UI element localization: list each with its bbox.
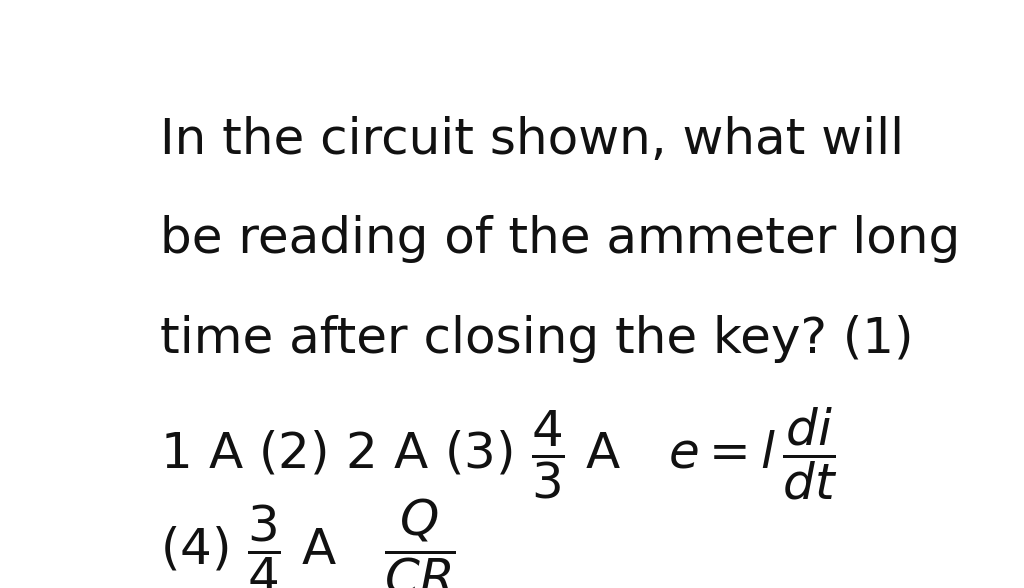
Text: $\mathsf{(4)\ }$$\dfrac{3}{4}$$\mathsf{\ A}\quad$$\dfrac{Q}{CR}$: $\mathsf{(4)\ }$$\dfrac{3}{4}$$\mathsf{\… xyxy=(160,496,456,588)
Text: time after closing the key? (1): time after closing the key? (1) xyxy=(160,315,913,363)
Text: In the circuit shown, what will: In the circuit shown, what will xyxy=(160,116,904,164)
Text: be reading of the ammeter long: be reading of the ammeter long xyxy=(160,215,959,263)
Text: $\mathsf{1\ A\ (2)\ 2\ A\ (3)\ }$$\dfrac{4}{3}$$\mathsf{\ A}$$\quad e = l\,\dfra: $\mathsf{1\ A\ (2)\ 2\ A\ (3)\ }$$\dfrac… xyxy=(160,406,837,502)
